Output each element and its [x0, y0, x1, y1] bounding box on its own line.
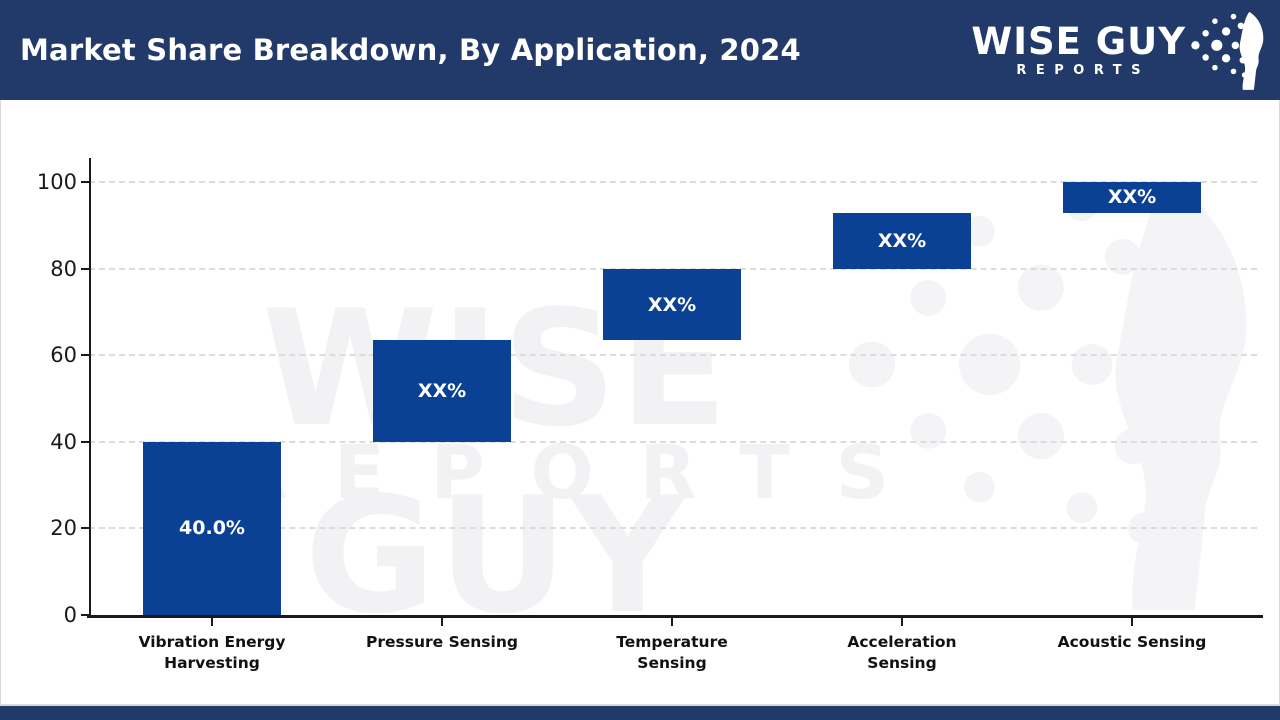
- x-category-label-line: Acceleration: [847, 633, 957, 651]
- x-category-label-line: Harvesting: [164, 654, 260, 672]
- x-category-label-line: Temperature: [616, 633, 728, 651]
- y-tick-label-20: 20: [50, 516, 77, 541]
- gridline-20: [89, 527, 1257, 530]
- bar-segment: [373, 340, 511, 442]
- y-tick-100: [81, 181, 89, 183]
- footer-bar: [0, 706, 1280, 720]
- plot-area: 0 20 40 60 80 100 40.0% XX% XX% XX% XX% Vibration E…: [1, 100, 1279, 704]
- y-tick-label-0: 0: [63, 603, 77, 627]
- y-tick-label-80: 80: [50, 256, 77, 281]
- y-tick-80: [81, 267, 89, 270]
- gridline-40: [89, 440, 1257, 443]
- x-category-label: Temperature Sensing: [552, 632, 792, 674]
- x-category-label-line: Sensing: [637, 654, 707, 672]
- x-category-label: Acceleration Sensing: [782, 632, 1022, 674]
- x-category-label-line: Vibration Energy: [138, 633, 286, 651]
- y-tick-label-60: 60: [50, 343, 77, 368]
- x-tick-2: [671, 618, 673, 626]
- y-tick-0: [81, 614, 89, 616]
- x-tick-0: [211, 618, 213, 626]
- bar-value-label: XX%: [647, 293, 697, 316]
- bar-segment: [603, 269, 741, 341]
- bar-value-label: 40.0%: [179, 517, 245, 540]
- brand-subname: REPORTS: [1016, 63, 1151, 78]
- bar-segment: [143, 441, 281, 615]
- x-tick-4: [1131, 618, 1133, 626]
- dotted-head-icon: [1191, 11, 1264, 90]
- brand-name: WISE GUY: [971, 20, 1186, 63]
- x-category-label-line: Pressure Sensing: [366, 633, 518, 651]
- bar-segment: [833, 212, 971, 270]
- bar-segment: [1063, 182, 1201, 213]
- bar-value-label: XX%: [417, 380, 467, 403]
- watermark-head-graphic: [848, 180, 1247, 611]
- page-title: Market Share Breakdown, By Application, …: [20, 33, 801, 67]
- brand-logo-text: WISE GUY REPORTS: [971, 23, 1186, 77]
- y-tick-label-100: 100: [36, 170, 77, 194]
- x-tick-3: [901, 618, 903, 626]
- y-tick-label-40: 40: [50, 429, 77, 454]
- y-tick-20: [81, 527, 89, 530]
- y-axis-line: [89, 158, 91, 617]
- x-axis-line: [87, 615, 1263, 618]
- x-category-label-line: Acoustic Sensing: [1057, 633, 1207, 651]
- y-tick-60: [81, 354, 89, 357]
- chart-panel: WISE GUY REPORTS 02040608010040.0%XX%XX%…: [0, 100, 1280, 706]
- brand-logo: WISE GUY REPORTS: [971, 8, 1266, 92]
- y-tick-40: [81, 440, 89, 443]
- gridline-80: [89, 267, 1257, 270]
- x-tick-1: [441, 618, 443, 626]
- x-category-label: Vibration Energy Harvesting: [92, 632, 332, 674]
- gridline-100: [89, 181, 1257, 183]
- x-category-label: Acoustic Sensing: [1012, 632, 1252, 653]
- bar-value-label: XX%: [877, 230, 927, 253]
- x-category-label: Pressure Sensing: [322, 632, 562, 653]
- header-bar: Market Share Breakdown, By Application, …: [0, 0, 1280, 100]
- x-category-label-line: Sensing: [867, 654, 937, 672]
- bar-value-label: XX%: [1107, 186, 1157, 209]
- gridline-60: [89, 354, 1257, 357]
- watermark-text-secondary: REPORTS: [231, 430, 936, 516]
